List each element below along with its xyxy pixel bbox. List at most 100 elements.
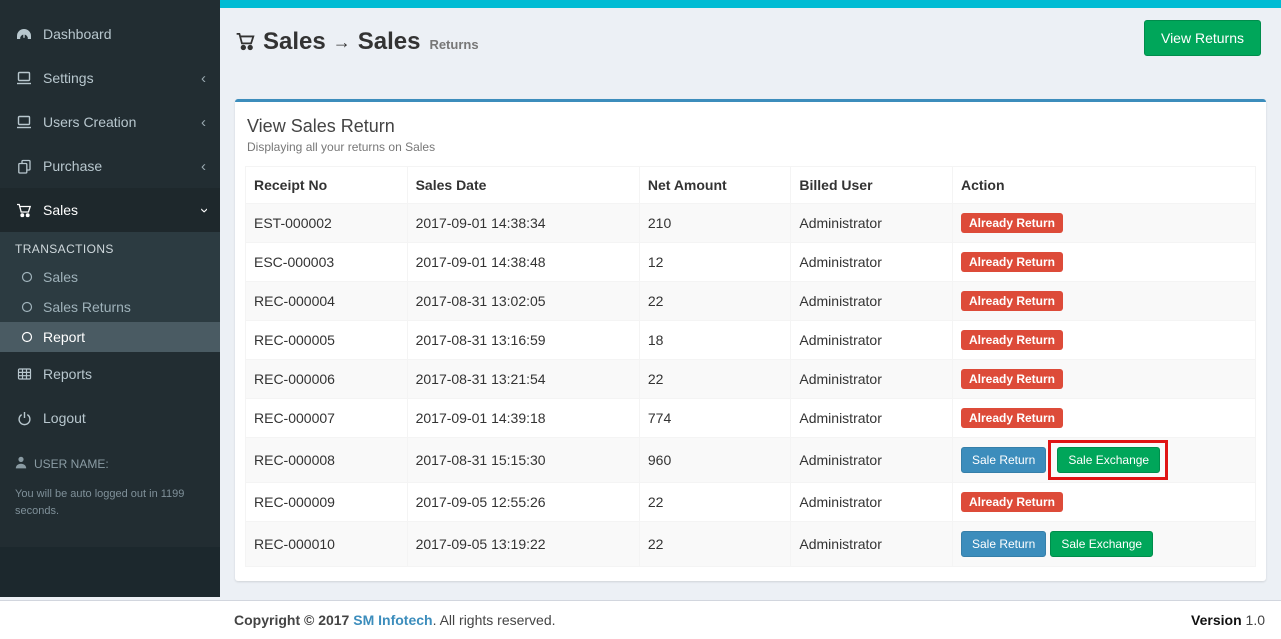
card-subtitle: Displaying all your returns on Sales bbox=[247, 140, 436, 154]
version-value: 1.0 bbox=[1245, 612, 1265, 628]
sidebar-item-label: Sales bbox=[43, 202, 79, 218]
breadcrumb-section: Sales bbox=[263, 28, 326, 55]
receipt-no-cell: EST-000002 bbox=[245, 203, 408, 243]
net-amount-cell: 22 bbox=[638, 281, 792, 321]
net-amount-cell: 774 bbox=[638, 398, 792, 438]
already-return-badge: Already Return bbox=[960, 291, 1064, 311]
table-row: REC-000009 2017-09-05 12:55:26 22 Administr… bbox=[245, 482, 1257, 522]
footer: Copyright © 2017 SM Infotech. All rights… bbox=[0, 600, 1281, 639]
action-cell: Already Return bbox=[951, 320, 1257, 360]
billed-user-cell: Administrator bbox=[790, 482, 953, 522]
table-header-row: Receipt No Sales Date Net Amount Billed … bbox=[245, 166, 1257, 204]
sales-date-cell: 2017-08-31 15:15:30 bbox=[406, 437, 640, 483]
billed-user-cell: Administrator bbox=[790, 398, 953, 438]
sidebar-bottom-strip bbox=[0, 547, 220, 597]
breadcrumb-page: Sales bbox=[357, 28, 421, 55]
table-row: REC-000004 2017-08-31 13:02:05 22 Administr… bbox=[245, 281, 1257, 321]
action-cell: Already Return bbox=[951, 398, 1257, 438]
rights-text: . All rights reserved. bbox=[432, 612, 556, 628]
table-row: REC-000006 2017-08-31 13:21:54 22 Administr… bbox=[245, 359, 1257, 399]
sales-date-cell: 2017-09-01 14:38:34 bbox=[406, 203, 640, 243]
billed-user-cell: Administrator bbox=[790, 281, 953, 321]
card-title: View Sales Return bbox=[247, 116, 395, 136]
column-header-receipt-no: Receipt No bbox=[245, 166, 408, 204]
version-text: Version 1.0 bbox=[1191, 612, 1265, 628]
sale-exchange-button[interactable]: Sale Exchange bbox=[1050, 531, 1154, 557]
circle-o-icon bbox=[20, 331, 34, 343]
billed-user-cell: Administrator bbox=[790, 320, 953, 360]
annotation-highlight-box: Sale Exchange bbox=[1048, 440, 1169, 480]
view-returns-button[interactable]: View Returns bbox=[1143, 20, 1261, 56]
net-amount-cell: 12 bbox=[638, 242, 792, 282]
column-header-sales-date: Sales Date bbox=[406, 166, 640, 204]
main-content: Sales → Sales Returns View Returns View … bbox=[220, 8, 1281, 600]
power-icon bbox=[15, 410, 33, 426]
receipt-no-cell: REC-000009 bbox=[245, 482, 408, 522]
sales-returns-table: Receipt No Sales Date Net Amount Billed … bbox=[245, 166, 1257, 567]
receipt-no-cell: ESC-000003 bbox=[245, 242, 408, 282]
action-cell: Already Return bbox=[951, 242, 1257, 282]
submenu-item-label: Sales Returns bbox=[43, 299, 131, 315]
sales-date-cell: 2017-08-31 13:21:54 bbox=[406, 359, 640, 399]
sales-date-cell: 2017-09-01 14:38:48 bbox=[406, 242, 640, 282]
top-accent-bar bbox=[220, 0, 1281, 8]
dashboard-icon bbox=[15, 26, 33, 42]
sm-infotech-link[interactable]: SM Infotech bbox=[353, 612, 433, 628]
net-amount-cell: 18 bbox=[638, 320, 792, 360]
sidebar-item-logout[interactable]: Logout bbox=[0, 396, 220, 440]
auto-logout-note: You will be auto logged out in 1199 seco… bbox=[15, 488, 185, 517]
sidebar-item-settings[interactable]: Settings ‹ bbox=[0, 56, 220, 100]
sidebar-item-users-creation[interactable]: Users Creation ‹ bbox=[0, 100, 220, 144]
action-cell: Already Return bbox=[951, 281, 1257, 321]
sidebar-item-label: Logout bbox=[43, 410, 86, 426]
laptop-icon bbox=[15, 114, 33, 130]
table-row: REC-000005 2017-08-31 13:16:59 18 Administr… bbox=[245, 320, 1257, 360]
already-return-badge: Already Return bbox=[960, 408, 1064, 428]
submenu-section-transactions: TRANSACTIONS bbox=[15, 242, 114, 256]
billed-user-cell: Administrator bbox=[790, 521, 953, 567]
sale-return-button[interactable]: Sale Return bbox=[960, 447, 1047, 473]
submenu-item-report[interactable]: Report bbox=[0, 322, 220, 352]
cart-icon bbox=[235, 22, 256, 59]
sidebar-item-label: Settings bbox=[43, 70, 94, 86]
receipt-no-cell: REC-000007 bbox=[245, 398, 408, 438]
copyright-prefix: Copyright © 2017 bbox=[234, 612, 350, 628]
sidebar-item-dashboard[interactable]: Dashboard bbox=[0, 12, 220, 56]
sidebar-item-label: Users Creation bbox=[43, 114, 137, 130]
column-header-net-amount: Net Amount bbox=[638, 166, 792, 204]
submenu-item-sales[interactable]: Sales bbox=[0, 262, 220, 292]
already-return-badge: Already Return bbox=[960, 252, 1064, 272]
sidebar-item-reports[interactable]: Reports bbox=[0, 352, 220, 396]
copy-icon bbox=[15, 158, 33, 174]
copyright-text: Copyright © 2017 SM Infotech. All rights… bbox=[234, 612, 556, 628]
chevron-left-icon: ‹ bbox=[201, 69, 206, 87]
net-amount-cell: 210 bbox=[638, 203, 792, 243]
sale-return-button[interactable]: Sale Return bbox=[960, 531, 1047, 557]
billed-user-cell: Administrator bbox=[790, 242, 953, 282]
circle-o-icon bbox=[20, 271, 34, 283]
net-amount-cell: 22 bbox=[638, 359, 792, 399]
breadcrumb: Sales → Sales Returns bbox=[235, 20, 479, 57]
action-cell: Already Return bbox=[951, 482, 1257, 522]
net-amount-cell: 22 bbox=[638, 521, 792, 567]
receipt-no-cell: REC-000005 bbox=[245, 320, 408, 360]
billed-user-cell: Administrator bbox=[790, 203, 953, 243]
sale-exchange-button[interactable]: Sale Exchange bbox=[1057, 447, 1161, 473]
table-row: EST-000002 2017-09-01 14:38:34 210 Administ… bbox=[245, 203, 1257, 243]
table-row: REC-000008 2017-08-31 15:15:30 960 Administ… bbox=[245, 437, 1257, 483]
chevron-down-icon: ‹ bbox=[195, 207, 212, 213]
receipt-no-cell: REC-000004 bbox=[245, 281, 408, 321]
sidebar-item-sales[interactable]: Sales ‹ bbox=[0, 188, 220, 232]
breadcrumb-page-sub: Returns bbox=[429, 37, 479, 52]
submenu-item-label: Report bbox=[43, 329, 86, 345]
sales-submenu: TRANSACTIONS Sales Sales Returns bbox=[0, 232, 220, 352]
sidebar-item-purchase[interactable]: Purchase ‹ bbox=[0, 144, 220, 188]
table-row: ESC-000003 2017-09-01 14:38:48 12 Administr… bbox=[245, 242, 1257, 282]
submenu-item-sales-returns[interactable]: Sales Returns bbox=[0, 292, 220, 322]
sales-date-cell: 2017-08-31 13:16:59 bbox=[406, 320, 640, 360]
cart-icon bbox=[15, 202, 33, 218]
billed-user-cell: Administrator bbox=[790, 359, 953, 399]
receipt-no-cell: REC-000010 bbox=[245, 521, 408, 567]
sidebar-nav: Dashboard Settings ‹ Users Creation ‹ bbox=[0, 0, 220, 440]
